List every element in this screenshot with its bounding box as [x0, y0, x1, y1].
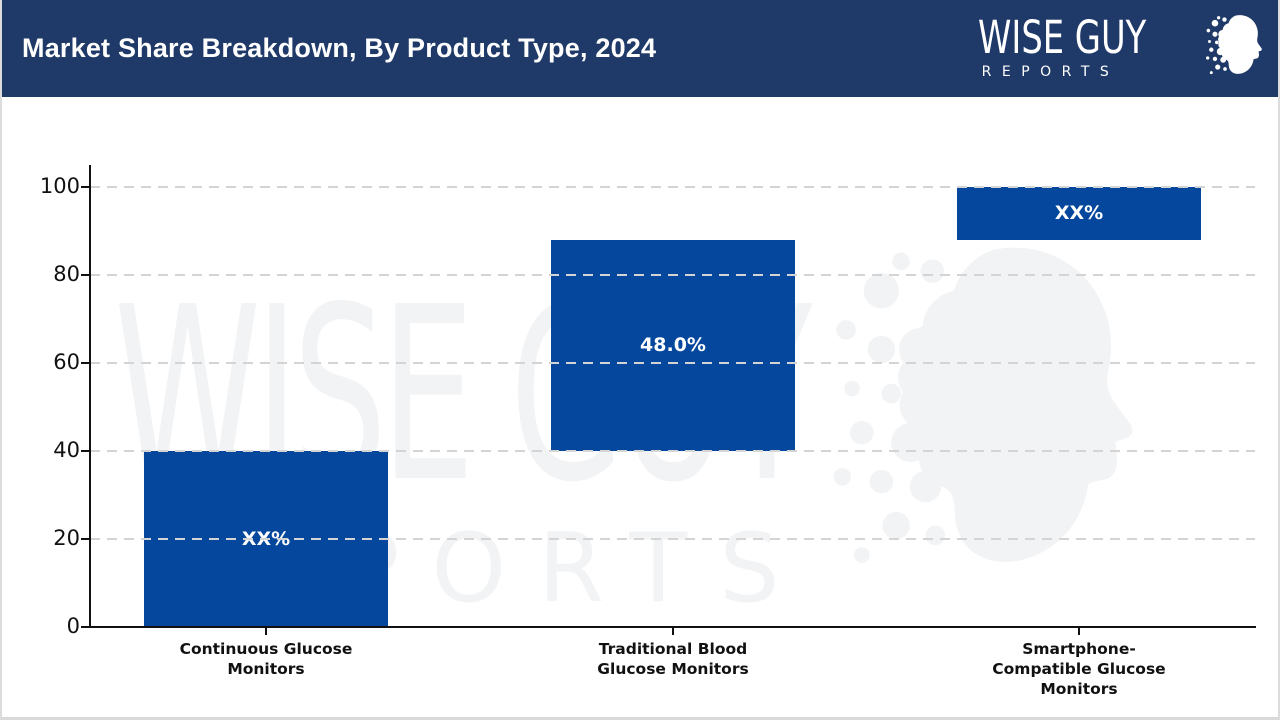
y-tick-mark	[81, 450, 89, 452]
header: Market Share Breakdown, By Product Type,…	[2, 0, 1278, 97]
y-tick-label: 60	[53, 350, 80, 374]
x-tick-mark	[1078, 628, 1080, 635]
category-label: Traditional Blood Glucose Monitors	[597, 640, 749, 678]
y-tick-mark	[81, 626, 89, 628]
gridline-100	[90, 186, 1255, 188]
y-tick-mark	[81, 186, 89, 188]
y-tick-label: 100	[39, 174, 80, 198]
chart-title: Market Share Breakdown, By Product Type,…	[22, 33, 657, 63]
logo-text: WISE GUY REPORTS	[978, 15, 1202, 80]
x-tick-mark	[265, 628, 267, 635]
y-tick-label: 0	[66, 614, 80, 638]
x-tick-mark	[672, 628, 674, 635]
gridline-80	[90, 274, 1255, 276]
head-profile-dots-icon	[1204, 11, 1268, 83]
category-label: Smartphone- Compatible Glucose Monitors	[992, 640, 1166, 698]
y-tick-mark	[81, 538, 89, 540]
logo-wordmark: WISE GUY	[977, 10, 1146, 64]
logo-subtext: REPORTS	[981, 63, 1120, 80]
bar-value-label: 48.0%	[640, 334, 706, 357]
bar-3: XX%	[957, 187, 1201, 240]
gridline-20	[90, 538, 1255, 540]
y-tick-mark	[81, 362, 89, 364]
gridline-40	[90, 450, 1255, 452]
category-label: Continuous Glucose Monitors	[179, 640, 353, 678]
y-tick-mark	[81, 274, 89, 276]
gridline-60	[90, 362, 1255, 364]
y-tick-label: 40	[53, 438, 80, 462]
wiseguy-logo: WISE GUY REPORTS	[978, 11, 1268, 83]
head-profile-dots-watermark-icon	[820, 232, 1168, 604]
y-axis	[89, 165, 91, 628]
bar-2: 48.0%	[551, 239, 795, 451]
y-tick-label: 20	[53, 526, 80, 550]
x-axis	[89, 626, 1256, 628]
y-tick-label: 80	[53, 262, 80, 286]
bar-value-label: XX%	[1054, 202, 1104, 225]
